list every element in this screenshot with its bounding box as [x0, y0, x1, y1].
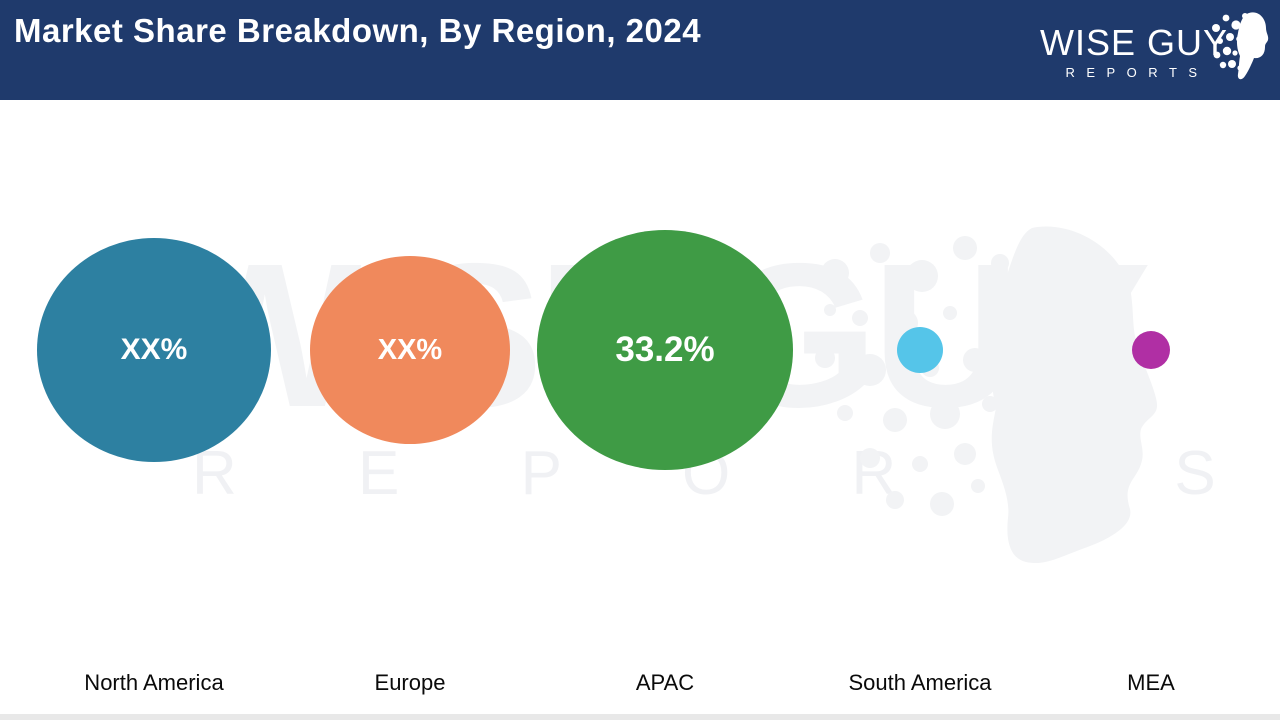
logo-wordmark: WISE GUY REPORTS	[1040, 22, 1228, 80]
category-label-mea: MEA	[1127, 670, 1175, 695]
watermark-head-silhouette	[815, 226, 1158, 564]
bubble-value-apac: 33.2%	[615, 330, 715, 369]
bubble-value-europe: XX%	[377, 333, 443, 366]
header: Market Share Breakdown, By Region, 2024 …	[0, 0, 1280, 100]
category-label-south-america: South America	[848, 670, 992, 695]
logo-wordmark-line2: REPORTS	[1065, 65, 1209, 80]
category-label-north-america: North America	[84, 670, 224, 695]
wise-guy-reports-logo: WISE GUY REPORTS	[1030, 6, 1270, 94]
category-label-europe: Europe	[374, 670, 446, 695]
bubble-north-america: XX%	[37, 238, 271, 462]
bubble-value-north-america: XX%	[120, 333, 188, 366]
bubble-south-america	[897, 327, 943, 373]
logo-wordmark-line1: WISE GUY	[1040, 22, 1229, 63]
bubble-europe: XX%	[310, 256, 510, 444]
bubble-mea	[1132, 331, 1170, 369]
bubble-apac: 33.2%	[537, 230, 793, 470]
bubble-chart: WISE GUY R E P O R T S XX%	[0, 100, 1280, 714]
page-title: Market Share Breakdown, By Region, 2024	[14, 12, 702, 49]
category-label-apac: APAC	[635, 670, 695, 695]
bottom-strip	[0, 714, 1280, 720]
head-silhouette-icon	[1212, 12, 1269, 80]
